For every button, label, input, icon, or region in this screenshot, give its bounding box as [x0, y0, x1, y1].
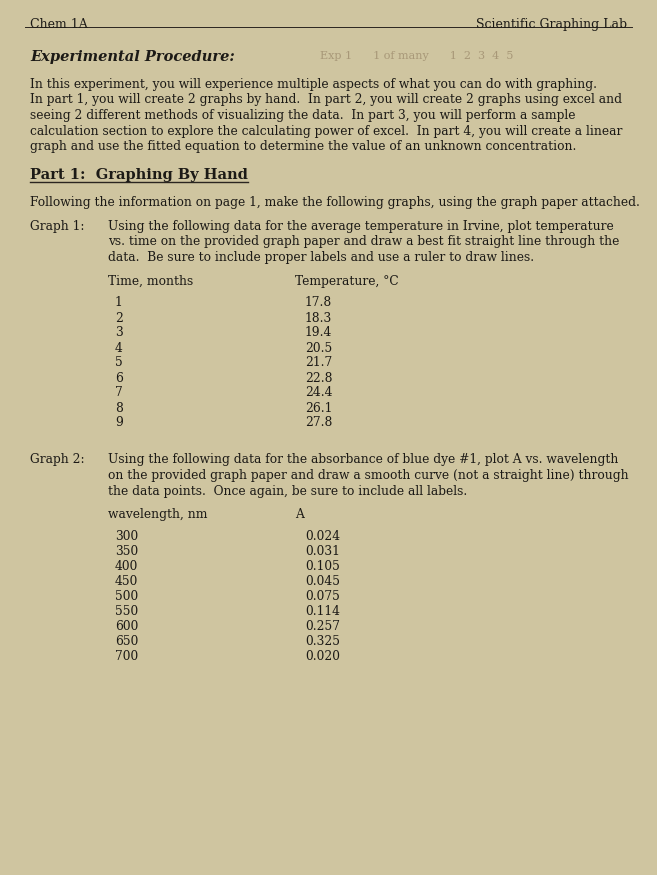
Text: 0.075: 0.075 — [305, 590, 340, 603]
Text: Time, months: Time, months — [108, 275, 193, 288]
Text: 300: 300 — [115, 530, 138, 543]
Text: Scientific Graphing Lab: Scientific Graphing Lab — [476, 18, 627, 31]
Text: 24.4: 24.4 — [305, 387, 332, 400]
Text: Using the following data for the absorbance of blue dye #1, plot A vs. wavelengt: Using the following data for the absorba… — [108, 453, 618, 466]
Text: 26.1: 26.1 — [305, 402, 332, 415]
Text: 0.325: 0.325 — [305, 635, 340, 648]
Text: 550: 550 — [115, 605, 138, 618]
Text: 700: 700 — [115, 650, 138, 663]
Text: 17.8: 17.8 — [305, 297, 332, 310]
Text: 0.020: 0.020 — [305, 650, 340, 663]
Text: Part 1:  Graphing By Hand: Part 1: Graphing By Hand — [30, 168, 248, 182]
Text: calculation section to explore the calculating power of excel.  In part 4, you w: calculation section to explore the calcu… — [30, 124, 622, 137]
Text: Graph 1:: Graph 1: — [30, 220, 85, 233]
Text: wavelength, nm: wavelength, nm — [108, 508, 208, 521]
Text: 0.031: 0.031 — [305, 545, 340, 558]
Text: graph and use the fitted equation to determine the value of an unknown concentra: graph and use the fitted equation to det… — [30, 140, 576, 153]
Text: 1: 1 — [115, 297, 123, 310]
Text: 22.8: 22.8 — [305, 372, 332, 384]
Text: data.  Be sure to include proper labels and use a ruler to draw lines.: data. Be sure to include proper labels a… — [108, 251, 534, 264]
Text: 20.5: 20.5 — [305, 341, 332, 354]
Text: vs. time on the provided graph paper and draw a best fit straight line through t: vs. time on the provided graph paper and… — [108, 235, 620, 248]
Text: Exp 1      1 of many      1  2  3  4  5: Exp 1 1 of many 1 2 3 4 5 — [320, 51, 513, 61]
Text: 4: 4 — [115, 341, 123, 354]
Text: In part 1, you will create 2 graphs by hand.  In part 2, you will create 2 graph: In part 1, you will create 2 graphs by h… — [30, 94, 622, 107]
Text: 450: 450 — [115, 575, 139, 588]
Text: 6: 6 — [115, 372, 123, 384]
Text: 2: 2 — [115, 312, 123, 325]
Text: 21.7: 21.7 — [305, 356, 332, 369]
Text: the data points.  Once again, be sure to include all labels.: the data points. Once again, be sure to … — [108, 485, 467, 498]
Text: 18.3: 18.3 — [305, 312, 332, 325]
Text: 27.8: 27.8 — [305, 416, 332, 430]
Text: 0.105: 0.105 — [305, 560, 340, 573]
Text: 5: 5 — [115, 356, 123, 369]
Text: 0.024: 0.024 — [305, 530, 340, 543]
Text: Using the following data for the average temperature in Irvine, plot temperature: Using the following data for the average… — [108, 220, 614, 233]
Text: 400: 400 — [115, 560, 139, 573]
Text: 9: 9 — [115, 416, 123, 430]
Text: Experimental Procedure:: Experimental Procedure: — [30, 50, 235, 64]
Text: 8: 8 — [115, 402, 123, 415]
Text: A: A — [295, 508, 304, 521]
Text: 650: 650 — [115, 635, 139, 648]
Text: Following the information on page 1, make the following graphs, using the graph : Following the information on page 1, mak… — [30, 196, 640, 209]
Text: Graph 2:: Graph 2: — [30, 453, 85, 466]
Text: 0.045: 0.045 — [305, 575, 340, 588]
Text: Chem 1A: Chem 1A — [30, 18, 88, 31]
Text: 3: 3 — [115, 326, 123, 340]
Text: 19.4: 19.4 — [305, 326, 332, 340]
Text: on the provided graph paper and draw a smooth curve (not a straight line) throug: on the provided graph paper and draw a s… — [108, 469, 629, 482]
Text: seeing 2 different methods of visualizing the data.  In part 3, you will perform: seeing 2 different methods of visualizin… — [30, 109, 576, 122]
Text: 7: 7 — [115, 387, 123, 400]
Text: 600: 600 — [115, 620, 139, 633]
Text: 500: 500 — [115, 590, 138, 603]
Text: In this experiment, you will experience multiple aspects of what you can do with: In this experiment, you will experience … — [30, 78, 597, 91]
Text: 0.114: 0.114 — [305, 605, 340, 618]
Text: Temperature, °C: Temperature, °C — [295, 275, 399, 288]
Text: 0.257: 0.257 — [305, 620, 340, 633]
Text: 350: 350 — [115, 545, 138, 558]
